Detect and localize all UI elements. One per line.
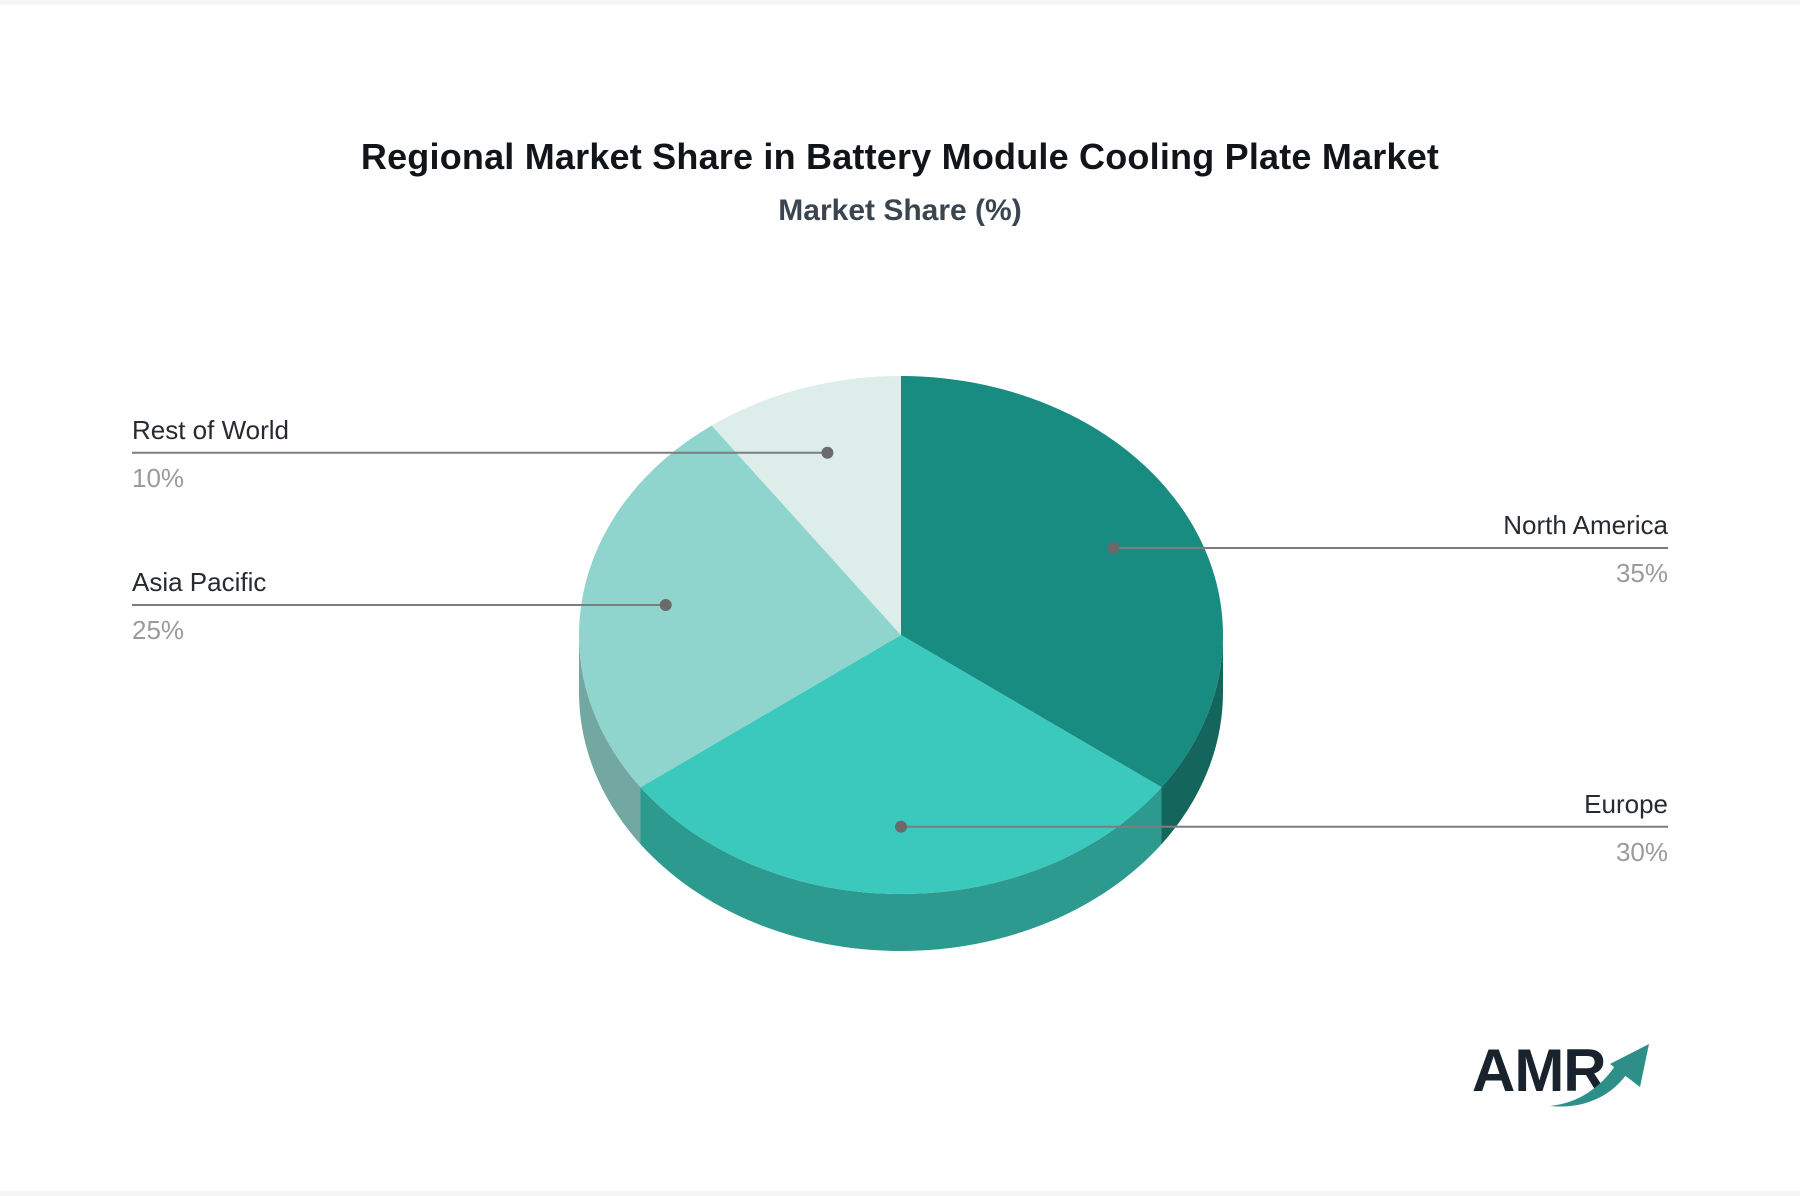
chart-title: Regional Market Share in Battery Module … [360, 136, 1440, 177]
slice-label: Europe [1584, 788, 1668, 819]
logo-arrow-icon [1550, 1044, 1649, 1107]
slice-label: Asia Pacific [132, 567, 267, 598]
leader-dot-1 [895, 820, 907, 833]
slice-label: North America [1503, 509, 1668, 540]
slice-percent: 35% [1615, 557, 1668, 588]
pie-slice-side-0 [1161, 635, 1223, 845]
chart-subtitle: Market Share (%) [778, 194, 1022, 227]
pie-slice-north-america[interactable] [901, 376, 1223, 788]
slice-percent: 10% [132, 462, 185, 493]
leader-dot-0 [1107, 542, 1120, 554]
leader-dot-2 [659, 599, 672, 611]
slice-percent: 25% [132, 615, 185, 646]
brand-logo: AMR [1472, 1030, 1672, 1120]
pie-slice-side-2 [579, 635, 641, 845]
leader-dot-3 [821, 446, 834, 459]
pie-slice-side-1 [640, 787, 1162, 951]
page-bottom-border [0, 1191, 1800, 1196]
slice-percent: 30% [1615, 836, 1668, 867]
pie-slice-asia-pacific[interactable] [578, 425, 901, 788]
slice-label: Rest of World [132, 414, 290, 445]
brand-logo-text: AMR [1472, 1037, 1607, 1104]
page-top-border [0, 0, 1800, 5]
pie-slice-rest-of-world[interactable] [711, 376, 901, 635]
pie-slice-europe[interactable] [640, 635, 1162, 894]
